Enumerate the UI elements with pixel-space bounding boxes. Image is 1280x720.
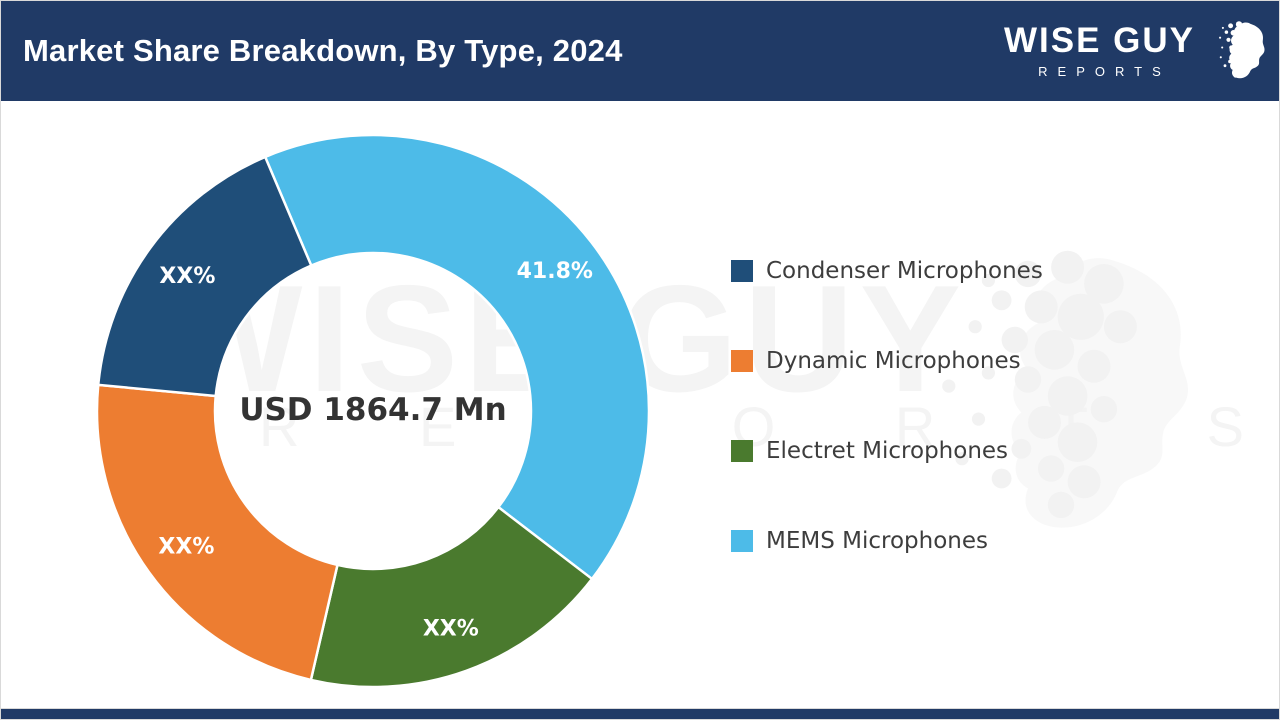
legend-item: Dynamic Microphones	[731, 338, 1043, 384]
app-header: Market Share Breakdown, By Type, 2024 WI…	[1, 1, 1279, 101]
segment-value-label: XX%	[423, 617, 479, 642]
segment-value-label: XX%	[158, 535, 214, 560]
page-title: Market Share Breakdown, By Type, 2024	[23, 33, 623, 68]
donut-chart: 41.8% XX% XX% XX%	[93, 131, 653, 691]
legend-label: Electret Microphones	[766, 438, 1009, 464]
logo-subtitle: REPORTS	[1038, 64, 1171, 79]
legend-swatch	[731, 350, 753, 372]
wiseguy-logo: WISE GUY REPORTS	[1004, 11, 1267, 91]
segment-value-label: XX%	[159, 264, 215, 289]
logo-text: WISE GUY REPORTS	[1004, 21, 1195, 81]
legend-swatch	[731, 440, 753, 462]
donut-segment-1	[309, 505, 594, 689]
footer-divider	[1, 708, 1279, 709]
legend-label: Dynamic Microphones	[766, 348, 1021, 374]
legend-item: Electret Microphones	[731, 428, 1043, 474]
donut-segment-2	[95, 383, 339, 682]
segment-value-label: 41.8%	[517, 259, 593, 284]
legend-swatch	[731, 260, 753, 282]
donut-segment-0	[263, 133, 651, 581]
legend-item: MEMS Microphones	[731, 518, 1043, 564]
logo-face-icon	[1219, 21, 1265, 79]
legend-swatch	[731, 530, 753, 552]
donut-segment-3	[96, 155, 313, 398]
chart-legend: Condenser Microphones Dynamic Microphones…	[731, 248, 1043, 608]
logo-wordmark: WISE GUY	[1003, 21, 1195, 60]
legend-label: MEMS Microphones	[766, 528, 988, 554]
footer-bar	[1, 709, 1279, 719]
legend-item: Condenser Microphones	[731, 248, 1043, 294]
donut-center-value: USD 1864.7 Mn	[239, 392, 507, 428]
legend-label: Condenser Microphones	[766, 258, 1043, 284]
